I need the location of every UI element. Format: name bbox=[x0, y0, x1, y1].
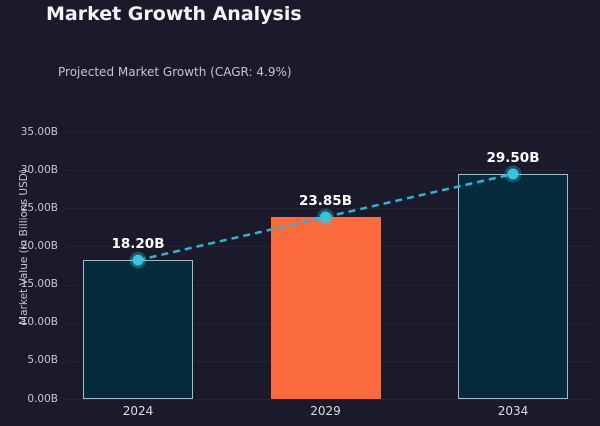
x-tick-label: 2024 bbox=[122, 404, 154, 418]
y-tick-label: 25.00B bbox=[20, 201, 58, 214]
chart-title: Market Growth Analysis bbox=[46, 3, 302, 25]
gridline bbox=[65, 170, 592, 172]
gridline bbox=[65, 132, 592, 133]
y-tick-label: 30.00B bbox=[20, 163, 58, 176]
x-tick-label: 2029 bbox=[310, 404, 341, 418]
chart-subtitle: Projected Market Growth (CAGR: 4.9%) bbox=[58, 65, 292, 79]
y-tick-label: 10.00B bbox=[20, 316, 58, 329]
y-tick-label: 15.00B bbox=[20, 278, 58, 291]
y-tick-label: 5.00B bbox=[27, 354, 58, 367]
x-tick-label: 2034 bbox=[497, 404, 529, 418]
bar bbox=[83, 260, 193, 399]
bar-value-label: 23.85B bbox=[299, 193, 352, 210]
y-tick-label: 20.00B bbox=[20, 239, 58, 252]
bar bbox=[270, 217, 381, 399]
bar-value-label: 18.20B bbox=[111, 236, 165, 253]
y-tick-label: 35.00B bbox=[20, 125, 58, 138]
gridline bbox=[65, 399, 592, 400]
bar bbox=[458, 173, 568, 399]
y-tick-label: 0.00B bbox=[27, 392, 58, 405]
bar-value-label: 29.50B bbox=[486, 149, 540, 166]
